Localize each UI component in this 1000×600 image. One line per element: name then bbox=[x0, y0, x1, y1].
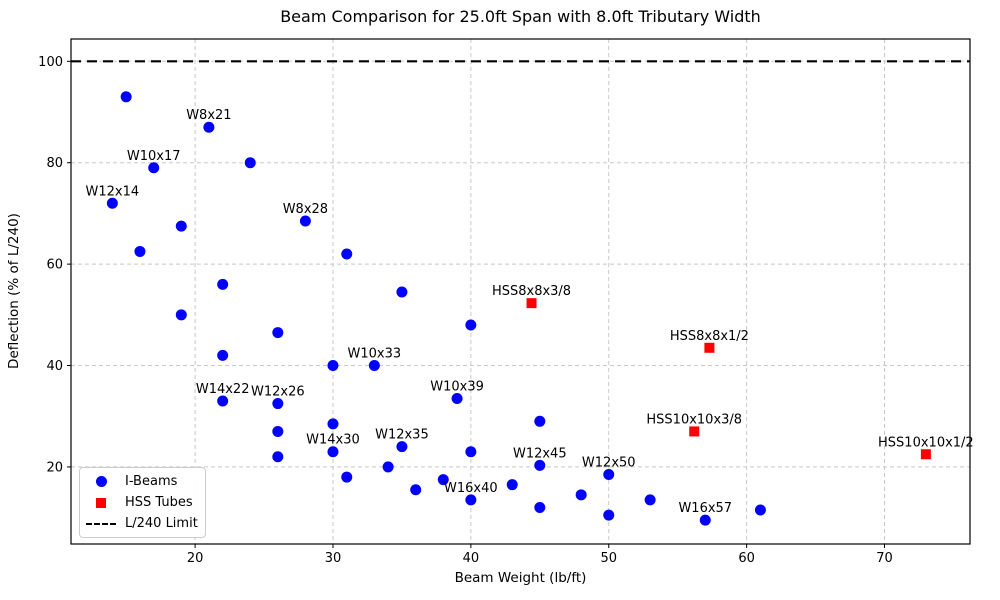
data-point bbox=[603, 509, 615, 521]
legend-label-i-beams: I-Beams bbox=[125, 474, 178, 489]
data-point bbox=[217, 278, 229, 290]
y-tick-label: 80 bbox=[46, 156, 63, 171]
data-point bbox=[465, 494, 477, 506]
legend-item-i-beams: I-Beams bbox=[83, 471, 199, 492]
data-point bbox=[644, 494, 656, 506]
data-point bbox=[382, 461, 394, 473]
data-point bbox=[203, 121, 215, 133]
data-point bbox=[603, 469, 615, 481]
data-point-label: HSS10x10x3/8 bbox=[646, 412, 742, 427]
data-point bbox=[327, 360, 339, 372]
data-point bbox=[396, 286, 408, 298]
y-tick-label: 20 bbox=[46, 460, 63, 475]
legend-swatch bbox=[83, 476, 119, 487]
data-point bbox=[106, 197, 118, 209]
x-axis-label: Beam Weight (lb/ft) bbox=[454, 570, 587, 586]
legend-label-hss-tubes: HSS Tubes bbox=[125, 495, 193, 510]
data-point bbox=[526, 298, 537, 309]
data-point bbox=[272, 451, 284, 463]
data-point bbox=[272, 425, 284, 437]
data-point bbox=[327, 418, 339, 430]
data-point bbox=[410, 484, 422, 496]
data-point-label: W16x40 bbox=[444, 481, 498, 496]
x-tick-label: 30 bbox=[325, 551, 342, 566]
data-point bbox=[465, 319, 477, 331]
data-point bbox=[534, 459, 546, 471]
data-point bbox=[217, 349, 229, 361]
data-point-label: W16x57 bbox=[678, 501, 732, 516]
legend-swatch bbox=[83, 497, 119, 508]
hss-tube-marker-icon bbox=[96, 497, 106, 508]
data-point bbox=[396, 441, 408, 453]
data-point bbox=[506, 479, 518, 491]
data-point-label: W12x26 bbox=[251, 385, 305, 400]
data-point bbox=[244, 157, 256, 169]
legend-swatch bbox=[83, 522, 119, 525]
data-point bbox=[534, 501, 546, 513]
data-point-label: W8x21 bbox=[186, 108, 231, 123]
data-point-label: HSS8x8x1/2 bbox=[670, 329, 749, 344]
data-point bbox=[368, 360, 380, 372]
data-point-label: W12x14 bbox=[86, 184, 140, 199]
x-tick-label: 20 bbox=[187, 551, 204, 566]
legend-item-hss-tubes: HSS Tubes bbox=[83, 492, 199, 513]
data-point bbox=[437, 474, 449, 486]
plot-border bbox=[70, 38, 971, 545]
data-point bbox=[272, 398, 284, 410]
legend-item-limit: L/240 Limit bbox=[83, 513, 199, 534]
data-point-label: W10x39 bbox=[430, 379, 484, 394]
data-point bbox=[754, 504, 766, 516]
data-point bbox=[134, 245, 146, 257]
data-point-label: W12x45 bbox=[513, 446, 567, 461]
data-point-label: W8x28 bbox=[283, 202, 328, 217]
data-point bbox=[704, 342, 715, 353]
data-point bbox=[175, 309, 187, 321]
data-point bbox=[689, 426, 700, 437]
data-point bbox=[451, 392, 463, 404]
data-point-label: W14x22 bbox=[196, 382, 250, 397]
data-point bbox=[575, 489, 587, 501]
data-point-label: HSS10x10x1/2 bbox=[878, 435, 974, 450]
dashed-line-icon bbox=[86, 522, 116, 525]
data-point bbox=[148, 162, 160, 174]
data-point bbox=[175, 220, 187, 232]
i-beam-marker-icon bbox=[95, 476, 107, 487]
data-point bbox=[299, 215, 311, 227]
data-point bbox=[920, 449, 931, 460]
y-tick-label: 100 bbox=[38, 55, 63, 70]
x-tick-label: 60 bbox=[738, 551, 755, 566]
data-point bbox=[120, 91, 132, 103]
data-point bbox=[534, 415, 546, 427]
data-point bbox=[341, 248, 353, 260]
data-point bbox=[327, 446, 339, 458]
data-point-label: W10x17 bbox=[127, 149, 181, 164]
y-tick-label: 40 bbox=[46, 359, 63, 374]
data-point-label: HSS8x8x3/8 bbox=[492, 284, 571, 299]
data-point-label: W14x30 bbox=[306, 433, 360, 448]
chart-title: Beam Comparison for 25.0ft Span with 8.0… bbox=[280, 7, 761, 26]
x-tick-label: 70 bbox=[876, 551, 893, 566]
data-point-label: W10x33 bbox=[348, 347, 402, 362]
data-point bbox=[465, 446, 477, 458]
data-point bbox=[699, 514, 711, 526]
x-tick-label: 40 bbox=[463, 551, 480, 566]
x-tick-label: 50 bbox=[600, 551, 617, 566]
legend-label-limit: L/240 Limit bbox=[125, 516, 198, 531]
legend: I-Beams HSS Tubes L/240 Limit bbox=[79, 467, 206, 538]
data-point bbox=[341, 471, 353, 483]
y-tick-label: 60 bbox=[46, 258, 63, 273]
data-point-label: W12x35 bbox=[375, 428, 429, 443]
data-point bbox=[272, 327, 284, 339]
data-point-label: W12x50 bbox=[582, 456, 636, 471]
data-point bbox=[217, 395, 229, 407]
